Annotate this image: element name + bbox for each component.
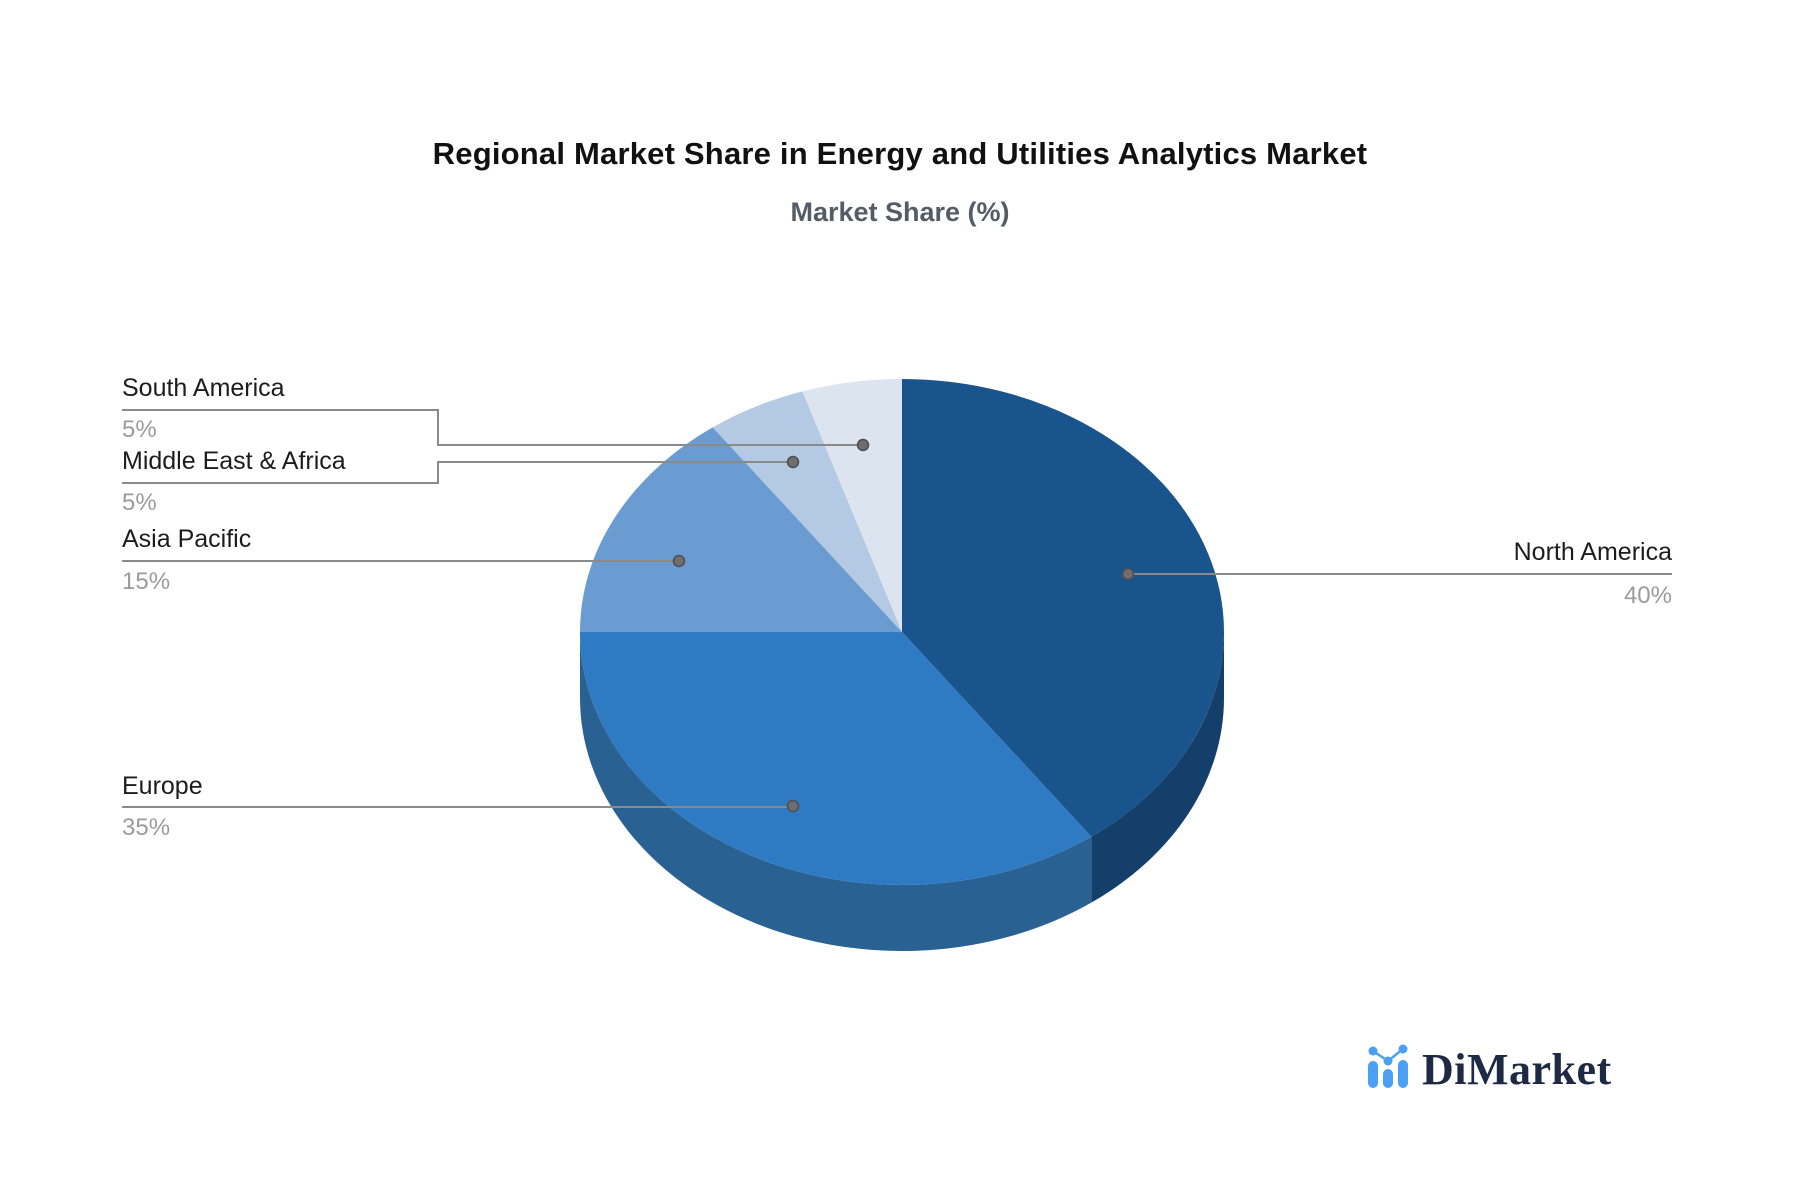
label-asia-pacific: Asia Pacific [122,525,252,553]
chart-subtitle: Market Share (%) [790,197,1010,227]
pct-middle-east-africa: 5% [122,489,157,516]
dot-north-america [1121,567,1135,581]
label-north-america: North America [1513,538,1672,566]
leader-lines [122,409,1672,808]
logo: DiMarket [1366,1044,1612,1093]
pct-south-america: 5% [122,416,157,443]
leader-dots [672,438,1135,813]
label-europe: Europe [122,772,203,800]
pie-slice-south-america[interactable] [802,379,902,632]
bar-line-chart-icon [1366,1044,1410,1093]
pct-north-america: 40% [1623,582,1672,609]
pie-slice-side-north-america [1091,632,1224,903]
dot-europe [786,799,800,813]
pie-slice-middle-east-africa[interactable] [712,391,902,632]
pie-slice-asia-pacific[interactable] [580,427,902,632]
leader-middle-east-africa [122,461,787,484]
pct-europe: 35% [122,814,171,841]
pie-slice-europe[interactable] [580,632,1092,885]
pie-slice-side-europe [580,632,1092,952]
chart-title: Regional Market Share in Energy and Util… [432,136,1368,171]
pie-slices [580,379,1224,952]
dot-south-america [856,438,870,452]
logo-text: DiMarket [1422,1045,1612,1094]
pct-asia-pacific: 15% [122,568,171,595]
label-middle-east-africa: Middle East & Africa [122,447,346,475]
leader-south-america [122,409,857,446]
dot-asia-pacific [672,554,686,568]
label-south-america: South America [122,374,285,402]
pie-slice-north-america[interactable] [902,379,1224,837]
dot-middle-east-africa [786,455,800,469]
